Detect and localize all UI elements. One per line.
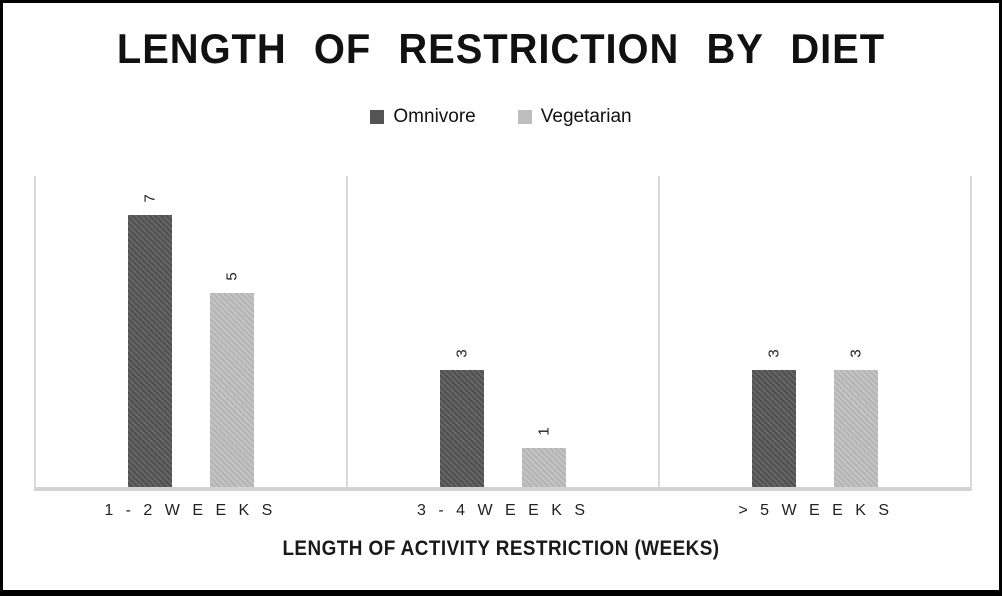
category-label-gt-5-weeks: > 5 W E E K S [738,502,894,519]
bar-wrap-vegetarian: 5 [210,176,254,487]
bar-vegetarian [522,448,566,487]
bar-omnivore [128,215,172,487]
category-label-3-4-weeks: 3 - 4 W E E K S [416,502,590,519]
data-label: 3 [765,348,783,358]
legend-label-vegetarian: Vegetarian [540,106,632,127]
vegetarian-swatch-icon [517,110,532,124]
bar-wrap-vegetarian: 1 [522,176,566,487]
x-axis-title: LENGTH OF ACTIVITY RESTRICTION (WEEKS) [282,537,720,560]
bar-omnivore [752,370,796,487]
legend: Omnivore Vegetarian [3,106,999,128]
data-label: 3 [453,348,471,358]
category-axis: 1 - 2 W E E K S 3 - 4 W E E K S > 5 W E … [34,502,972,520]
data-label: 7 [141,193,159,203]
chart-title: LENGTH OF RESTRICTION BY DIET [116,25,886,72]
data-label: 3 [847,348,865,358]
bar-vegetarian [834,370,878,487]
legend-item-omnivore: Omnivore [370,106,476,128]
category-label-1-2-weeks: 1 - 2 W E E K S [104,502,277,519]
omnivore-swatch-icon [370,110,385,124]
legend-label-omnivore: Omnivore [393,106,476,127]
bar-vegetarian [210,293,254,487]
bar-wrap-omnivore: 7 [128,176,172,487]
legend-item-vegetarian: Vegetarian [517,106,632,128]
data-label: 1 [535,426,553,436]
bar-wrap-omnivore: 3 [440,176,484,487]
bar-wrap-vegetarian: 3 [834,176,878,487]
bar-omnivore [440,370,484,487]
bar-wrap-omnivore: 3 [752,176,796,487]
data-label: 5 [223,271,241,281]
